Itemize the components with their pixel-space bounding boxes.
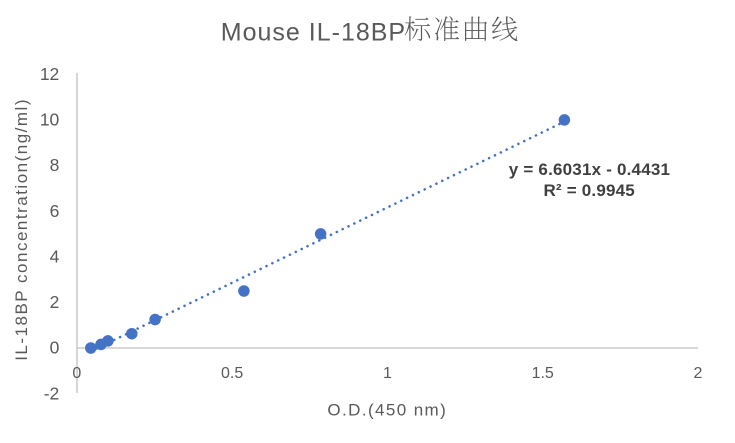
svg-text:1: 1 [383,365,392,382]
svg-text:0: 0 [50,338,60,358]
svg-text:-2: -2 [44,383,60,403]
svg-text:0: 0 [72,365,81,382]
svg-text:IL-18BP concentration(ng/ml): IL-18BP concentration(ng/ml) [12,98,31,361]
svg-text:10: 10 [40,110,60,130]
svg-text:1.5: 1.5 [532,365,554,382]
svg-text:y = 6.6031x - 0.4431: y = 6.6031x - 0.4431 [509,160,670,179]
svg-text:R² = 0.9945: R² = 0.9945 [543,181,635,200]
svg-text:2: 2 [50,292,60,312]
svg-text:4: 4 [50,247,60,267]
svg-text:6: 6 [50,201,60,221]
svg-text:0.5: 0.5 [221,365,243,382]
svg-text:12: 12 [40,64,59,84]
svg-text:8: 8 [50,155,60,175]
svg-text:2: 2 [694,365,703,382]
svg-text:Mouse IL-18BP: Mouse IL-18BP [221,19,406,47]
svg-text:O.D.(450 nm): O.D.(450 nm) [327,401,447,420]
